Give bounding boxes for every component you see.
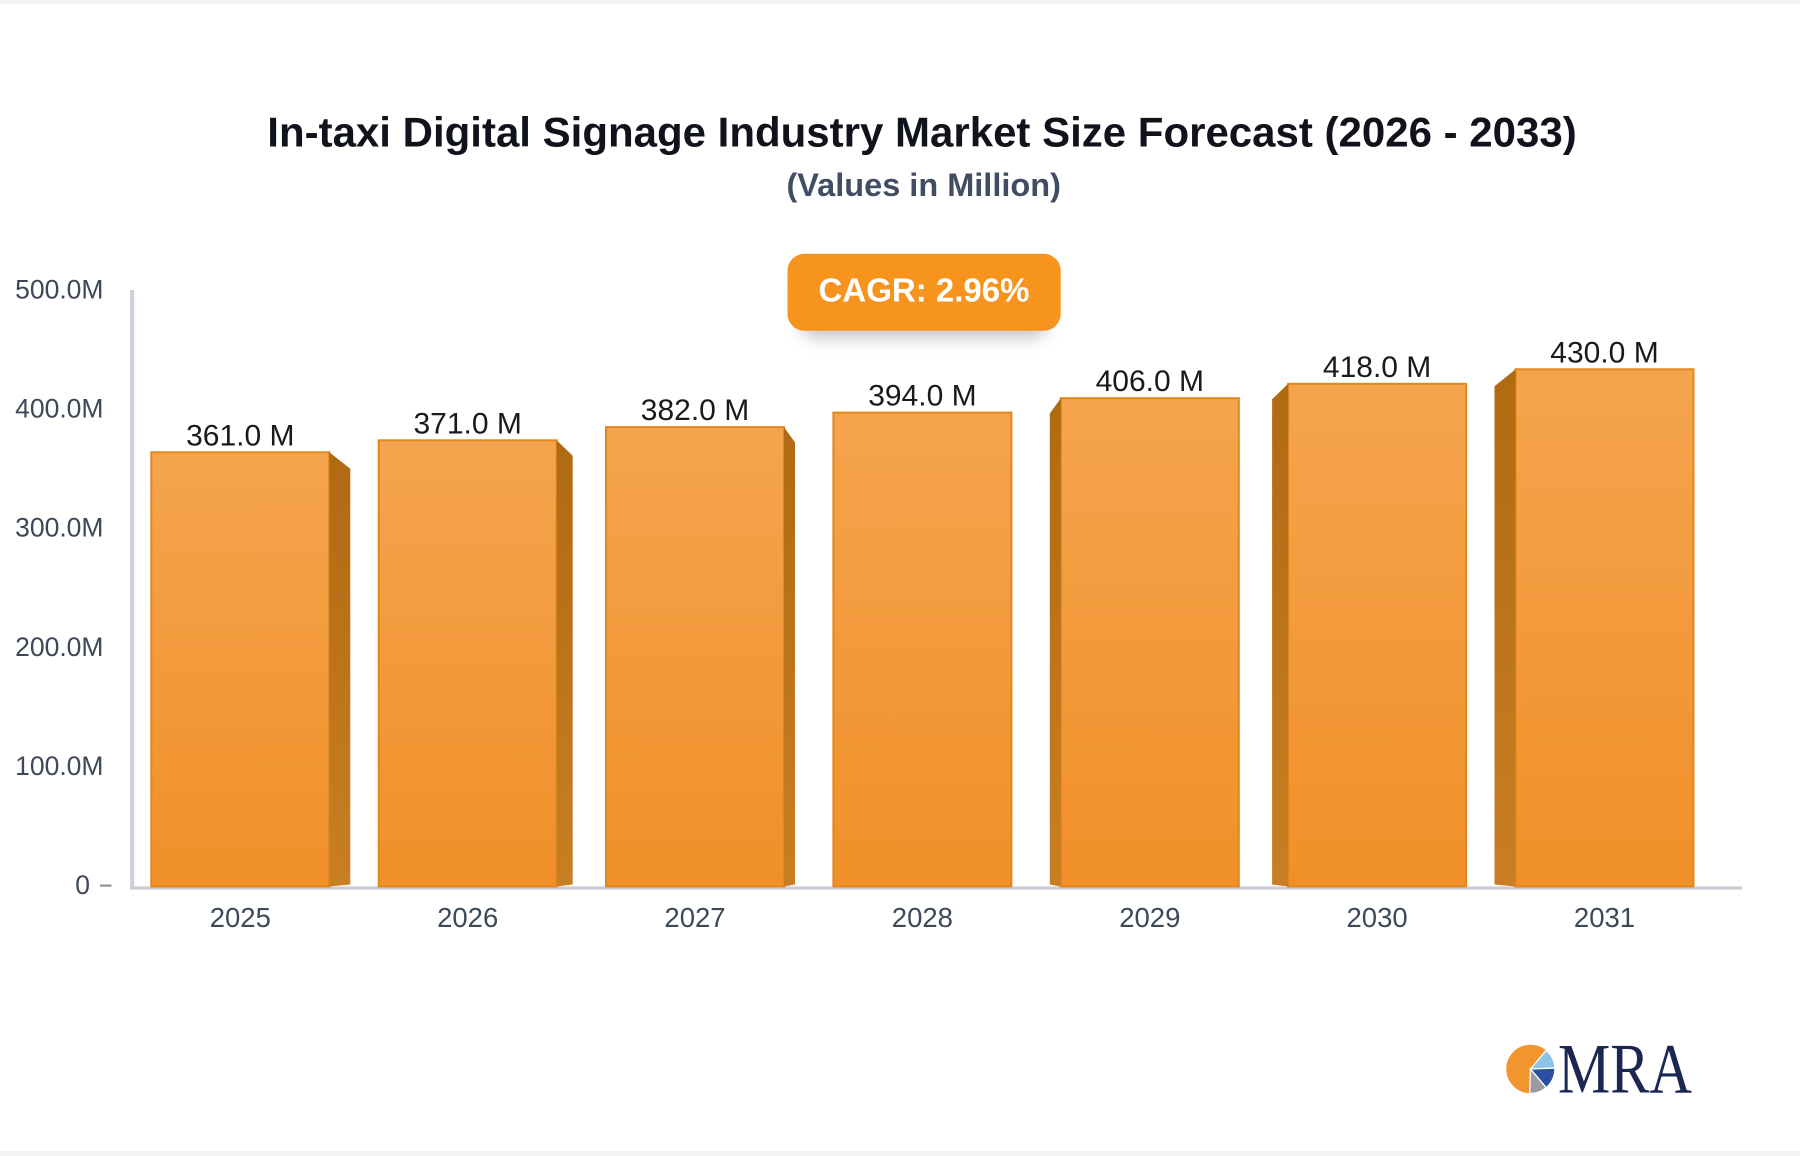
svg-text:2029: 2029 — [1119, 902, 1180, 933]
svg-text:430.0 M: 430.0 M — [1550, 336, 1658, 369]
svg-text:418.0 M: 418.0 M — [1323, 351, 1431, 384]
svg-text:2028: 2028 — [892, 902, 953, 933]
svg-text:2030: 2030 — [1347, 902, 1408, 933]
svg-text:400.0M: 400.0M — [15, 394, 103, 424]
svg-text:MRA: MRA — [1558, 1030, 1692, 1108]
svg-text:CAGR: 2.96%: CAGR: 2.96% — [819, 272, 1030, 309]
svg-text:0: 0 — [75, 870, 90, 900]
svg-text:500.0M: 500.0M — [15, 274, 103, 304]
svg-text:371.0 M: 371.0 M — [413, 407, 521, 440]
svg-text:2031: 2031 — [1574, 902, 1635, 933]
svg-text:382.0 M: 382.0 M — [641, 394, 749, 427]
svg-text:300.0M: 300.0M — [15, 513, 103, 543]
svg-text:200.0M: 200.0M — [15, 632, 103, 662]
svg-text:361.0 M: 361.0 M — [186, 419, 294, 452]
svg-text:100.0M: 100.0M — [15, 751, 103, 781]
svg-text:(Values in Million): (Values in Million) — [786, 167, 1060, 203]
svg-text:394.0 M: 394.0 M — [868, 380, 976, 413]
svg-text:2026: 2026 — [437, 902, 498, 933]
svg-text:406.0 M: 406.0 M — [1096, 365, 1204, 398]
svg-text:2025: 2025 — [210, 902, 271, 933]
svg-text:In-taxi Digital Signage Indust: In-taxi Digital Signage Industry Market … — [267, 109, 1576, 156]
svg-text:2027: 2027 — [664, 902, 725, 933]
